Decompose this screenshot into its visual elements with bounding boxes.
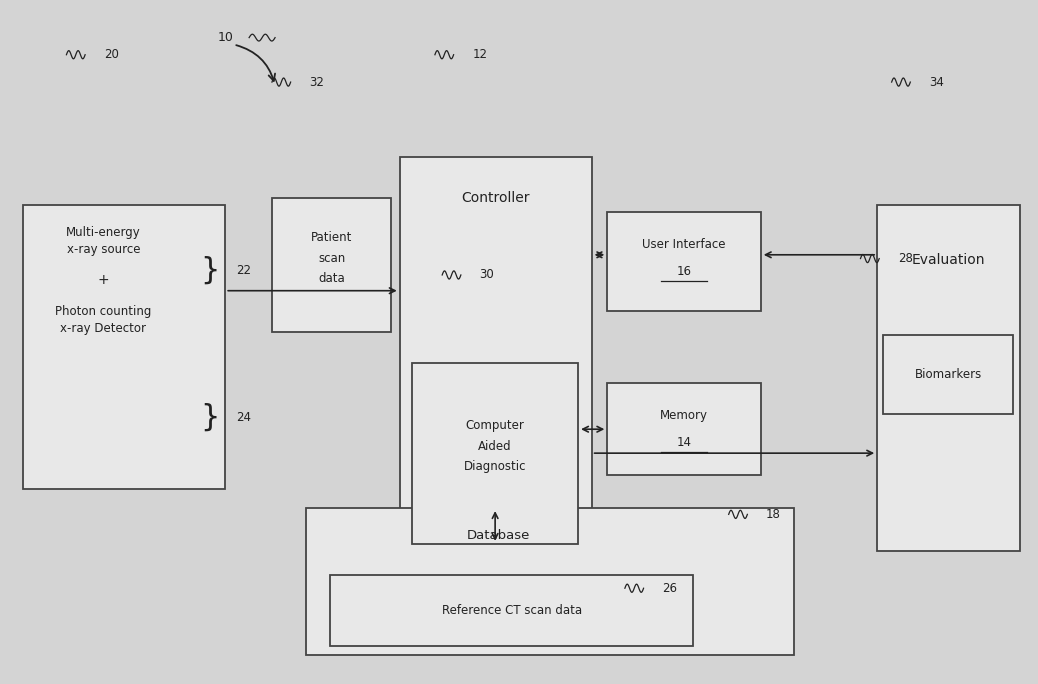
- Bar: [883, 335, 1013, 414]
- Text: Evaluation: Evaluation: [912, 253, 985, 267]
- Text: 34: 34: [929, 75, 944, 89]
- Text: x-ray source: x-ray source: [66, 243, 140, 256]
- Text: 24: 24: [236, 410, 250, 424]
- Text: scan: scan: [318, 252, 346, 265]
- Bar: [330, 575, 693, 646]
- Text: Controller: Controller: [462, 192, 529, 205]
- Text: Memory: Memory: [660, 409, 708, 422]
- Bar: [272, 198, 391, 332]
- Text: 30: 30: [480, 268, 494, 282]
- Text: 22: 22: [236, 263, 250, 277]
- Text: 16: 16: [677, 265, 691, 278]
- Text: 14: 14: [677, 436, 691, 449]
- Text: }: }: [200, 403, 219, 432]
- Text: 26: 26: [662, 581, 677, 595]
- Text: 10: 10: [218, 31, 234, 44]
- Bar: [607, 212, 761, 311]
- Text: User Interface: User Interface: [643, 238, 726, 251]
- Text: 32: 32: [309, 75, 324, 89]
- Text: 18: 18: [766, 508, 781, 521]
- Text: 12: 12: [472, 48, 487, 62]
- Text: Patient: Patient: [311, 231, 352, 244]
- Text: Diagnostic: Diagnostic: [464, 460, 526, 473]
- Bar: [607, 383, 761, 475]
- Text: 28: 28: [898, 252, 912, 265]
- Bar: [23, 205, 225, 489]
- Bar: [877, 205, 1020, 551]
- Text: Reference CT scan data: Reference CT scan data: [442, 604, 581, 617]
- Bar: [412, 363, 578, 544]
- Text: x-ray Detector: x-ray Detector: [60, 321, 146, 335]
- Text: +: +: [98, 274, 109, 287]
- Text: Computer: Computer: [466, 419, 524, 432]
- Text: }: }: [200, 256, 219, 285]
- Text: Aided: Aided: [479, 440, 512, 453]
- Text: Multi-energy: Multi-energy: [65, 226, 141, 239]
- Text: Biomarkers: Biomarkers: [914, 368, 982, 381]
- Bar: [400, 157, 592, 551]
- Text: 20: 20: [104, 48, 118, 62]
- Text: data: data: [319, 272, 345, 285]
- Text: Database: Database: [466, 529, 530, 542]
- Text: Photon counting: Photon counting: [55, 304, 152, 318]
- Bar: [306, 508, 794, 655]
